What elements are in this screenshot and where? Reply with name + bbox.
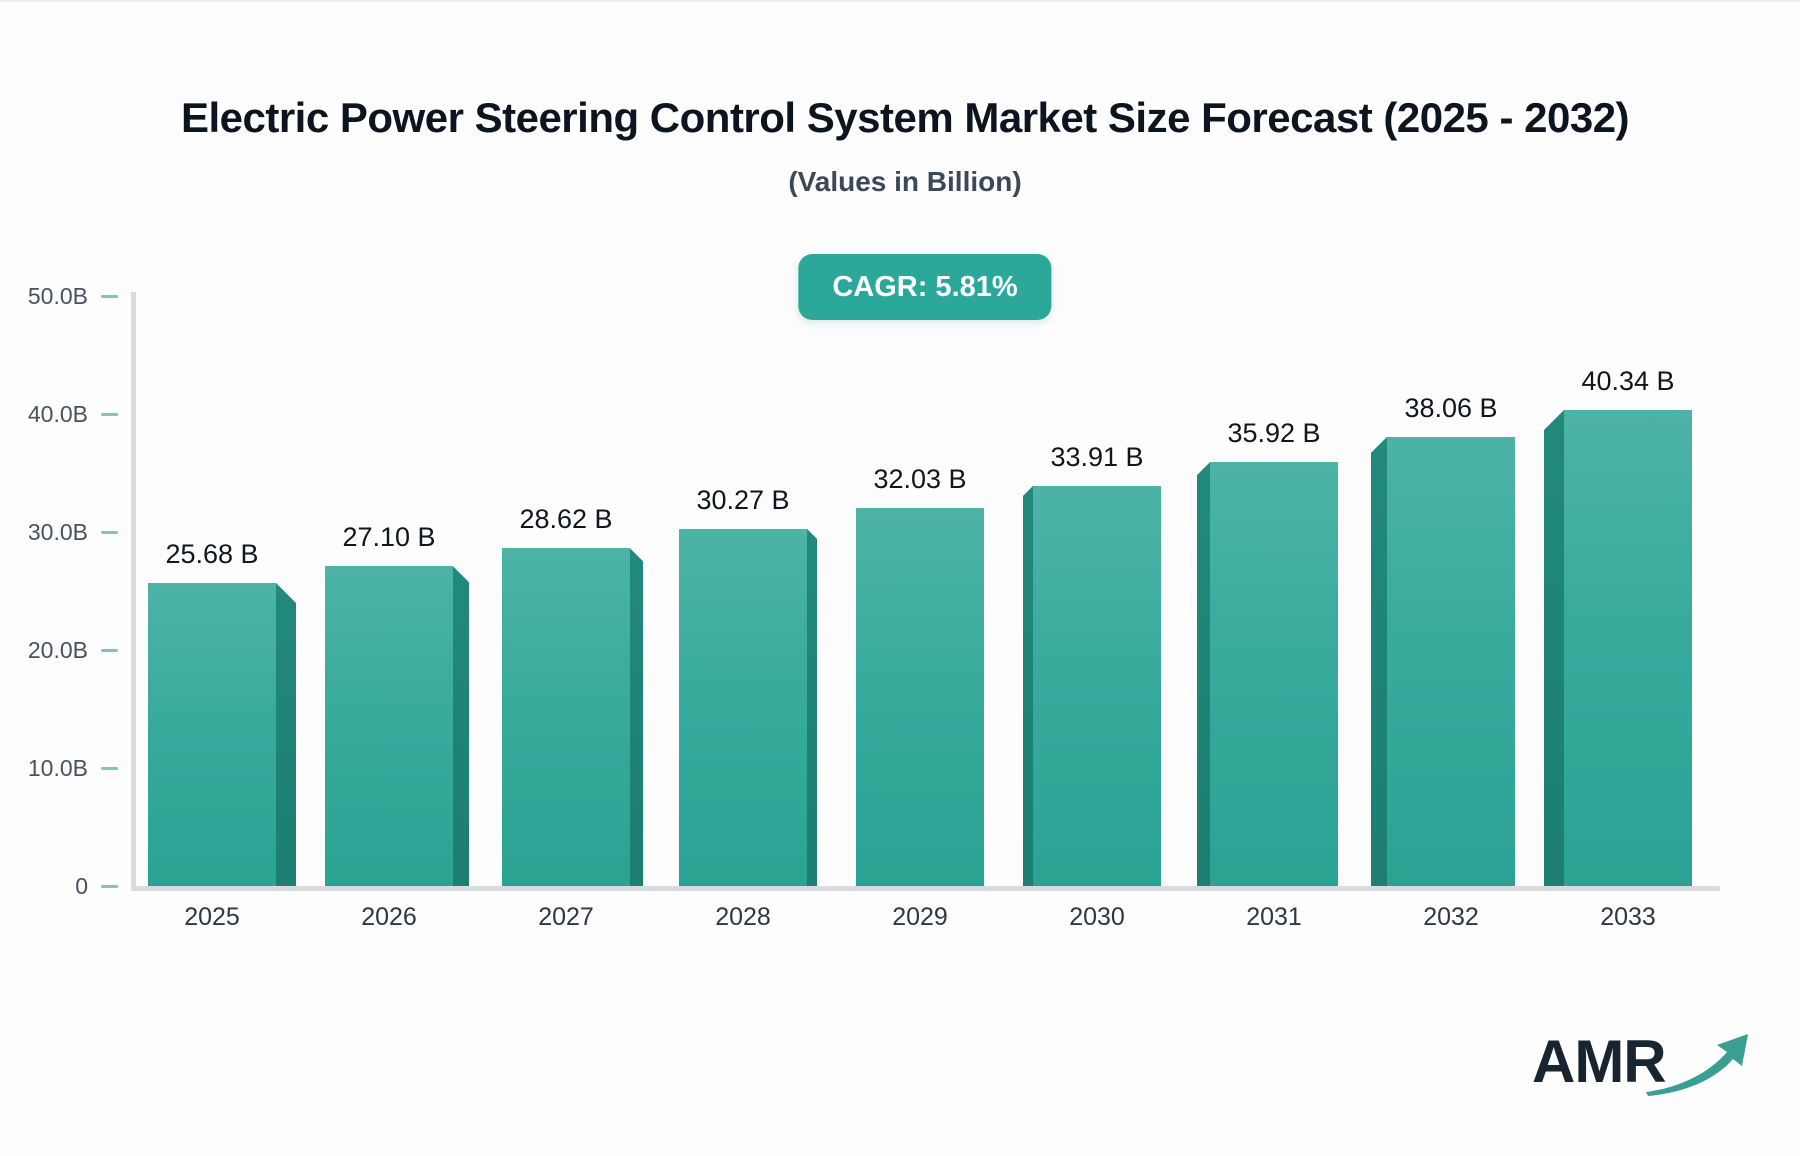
bar-value-label: 30.27 B [696,484,790,515]
x-axis-label: 2031 [1246,903,1302,931]
bar-side-face [1371,436,1387,886]
x-axis-label: 2027 [538,903,594,931]
y-tick-mark [101,767,118,770]
bar-value-label: 38.06 B [1404,392,1498,423]
x-axis-label: 2033 [1600,903,1656,931]
y-tick-mark [101,531,118,534]
bar-value-label: 32.03 B [873,464,967,495]
x-axis-label: 2025 [184,903,240,931]
bar-value-label: 28.62 B [519,504,613,535]
bar-side-face [1197,462,1210,886]
bar [1033,485,1161,886]
y-tick-mark [101,649,118,652]
top-edge-line [0,0,1800,2]
y-tick-label: 10.0B [27,755,88,781]
y-tick-mark [101,885,118,888]
bar [502,548,630,886]
x-axis-line [131,886,1720,891]
x-axis-label: 2028 [715,903,771,931]
bar [1210,462,1338,886]
x-axis-label: 2029 [892,903,948,931]
bar [1564,409,1692,886]
y-tick-label: 50.0B [27,283,88,309]
bar-side-face [276,582,296,886]
bar-side-face [1544,409,1564,886]
bar-value-label: 33.91 B [1050,441,1144,472]
cagr-badge: CAGR: 5.81% [798,254,1052,320]
bar-side-face [630,548,643,886]
x-axis-label: 2026 [361,903,417,931]
y-tick-mark [101,413,118,416]
y-axis-line [131,292,136,891]
x-axis-label: 2032 [1423,903,1479,931]
bar [325,566,453,886]
page-subtitle: (Values in Billion) [788,166,1022,197]
bar-value-label: 25.68 B [165,538,259,569]
bar [856,508,984,886]
y-tick-label: 30.0B [27,519,88,545]
bar-side-face [1023,485,1033,886]
bar-value-label: 40.34 B [1581,365,1675,396]
x-axis-label: 2030 [1069,903,1125,931]
y-tick-label: 20.0B [27,637,88,663]
y-tick-mark [101,295,118,298]
bar-value-label: 35.92 B [1227,418,1321,449]
bar-side-face [453,566,469,886]
growth-arrow-icon [1646,1034,1748,1096]
cagr-badge-label: CAGR: 5.81% [832,271,1018,303]
bar-side-face [807,528,817,886]
y-tick-label: 40.0B [27,401,88,427]
amr-logo-text: AMR [1532,1028,1667,1095]
amr-logo: AMR [1532,1028,1748,1122]
bar-value-label: 27.10 B [342,522,436,553]
y-tick-label: 0 [75,873,88,899]
page-title: Electric Power Steering Control System M… [180,94,1630,141]
bar [148,582,276,886]
bar [1387,436,1515,886]
bar [679,528,807,886]
